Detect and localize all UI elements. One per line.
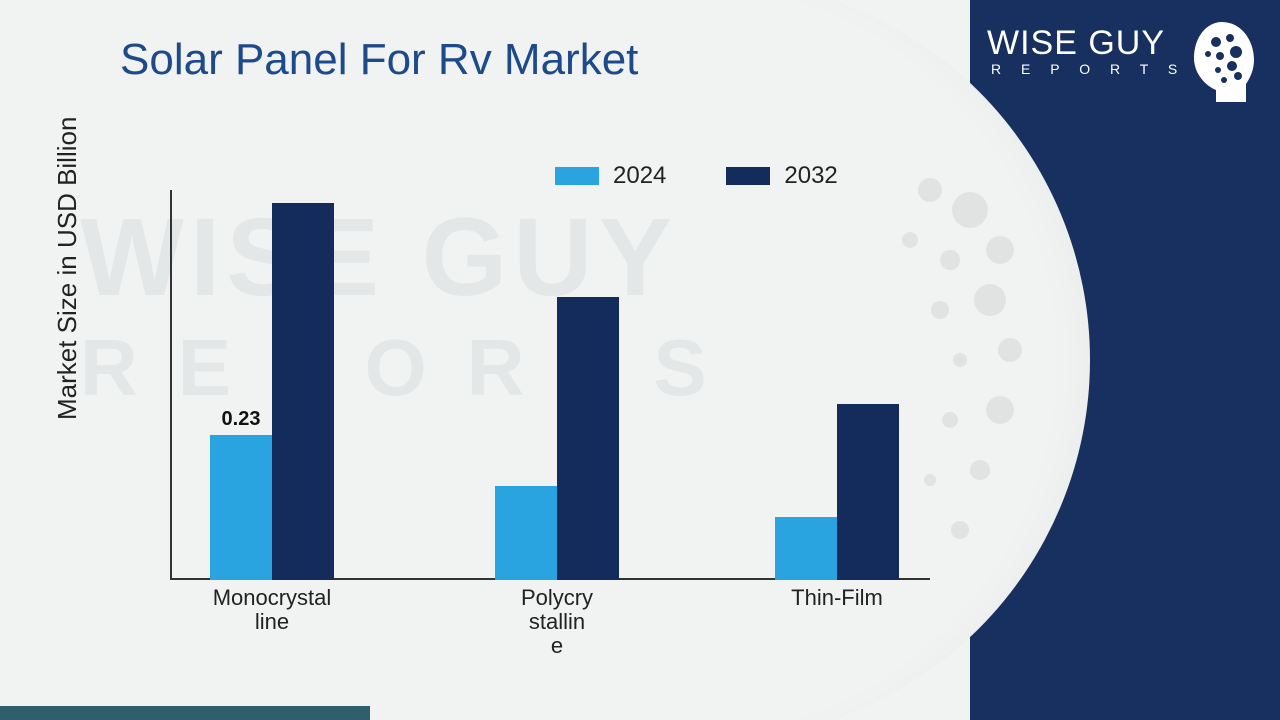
category-label: Thin-Film: [767, 586, 907, 610]
bar-2024: [210, 435, 272, 580]
brand-head-icon: [1186, 20, 1258, 108]
bar-value-label: 0.23: [222, 408, 261, 431]
category-label: Monocrystalline: [202, 586, 342, 634]
bar-chart: Market Size in USD Billion 0.23Monocryst…: [60, 160, 960, 680]
category-label: Polycrystalline: [487, 586, 627, 659]
bar-2024: [775, 517, 837, 580]
y-axis-label: Market Size in USD Billion: [52, 117, 83, 420]
bottom-accent-strip: [0, 706, 370, 720]
chart-title: Solar Panel For Rv Market: [120, 35, 638, 85]
plot-area: 0.23MonocrystallinePolycrystallineThin-F…: [170, 190, 930, 580]
bar-2032: [557, 297, 619, 580]
report-chart-card: WISE GUY REPORTS Solar Panel For Rv Mark…: [0, 0, 1280, 720]
bar-2024: [495, 486, 557, 580]
bar-2032: [837, 404, 899, 580]
brand-logo: WISE GUY R E P O R T S: [987, 24, 1262, 77]
bar-2032: [272, 203, 334, 580]
y-axis-line: [170, 190, 172, 580]
